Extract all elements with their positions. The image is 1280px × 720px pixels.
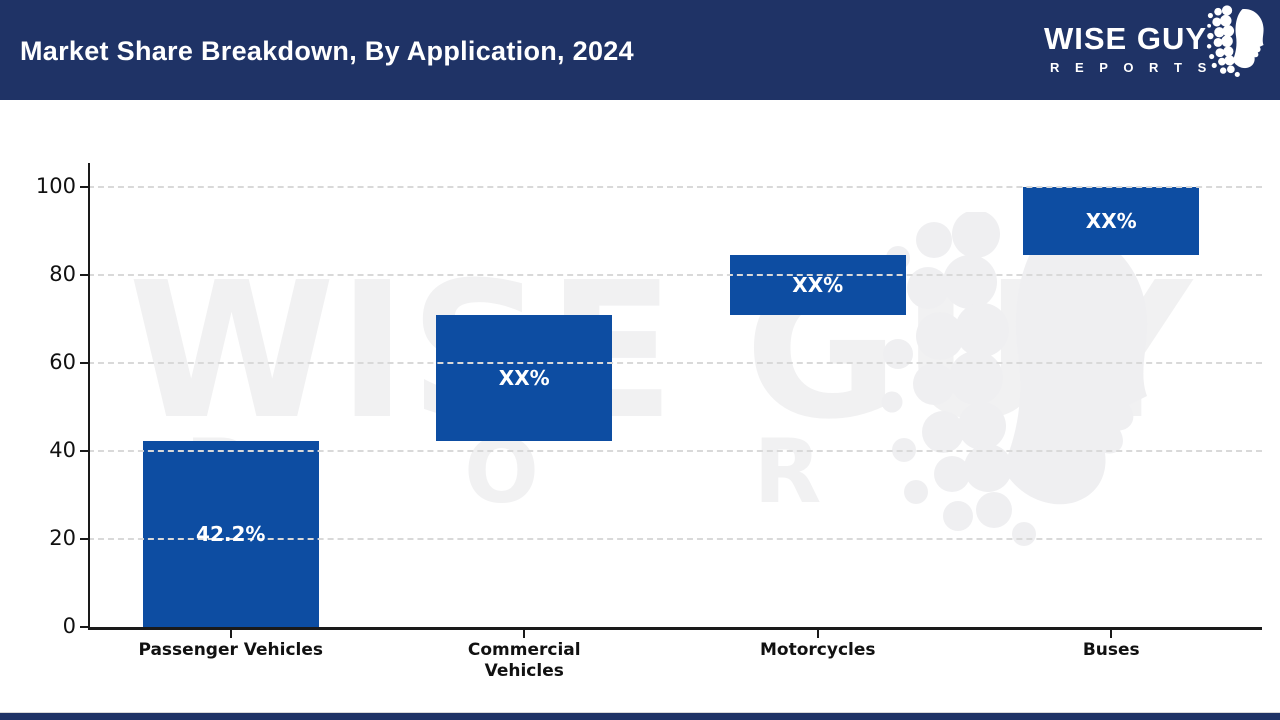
y-axis-tick-label: 0 [62,614,76,638]
y-axis-tick-label: 20 [49,526,76,550]
gridline-y60 [88,362,1262,364]
x-axis-tick [523,630,526,638]
bar-value-label: XX% [1085,209,1137,234]
y-axis-tick [80,274,88,276]
brand-logo-name: WISE GUY [1044,21,1208,56]
x-axis-tick [816,630,819,638]
y-axis-tick [80,362,88,364]
y-axis-tick [80,538,88,540]
y-axis-tick-label: 80 [49,262,76,286]
y-axis-tick [80,450,88,452]
x-axis-tick [1110,630,1113,638]
watermark-text-wiseguy: WISE GUY [128,242,1194,461]
footer-bar [0,712,1280,720]
gridline-y40 [88,450,1262,452]
brand-logo: WISE GUY R E P O R T S [1040,0,1272,100]
y-axis-tick-label: 100 [35,174,76,198]
bar-commercial-vehicles [436,314,613,442]
bar-value-label: 42.2% [196,522,266,547]
brand-head-icon [1206,5,1264,78]
bar-passenger-vehicles [142,441,319,627]
x-axis-label-motorcycles: Motorcycles [760,640,876,660]
y-axis-tick-label: 40 [49,438,76,462]
y-axis-line [88,163,90,627]
bar-value-label: XX% [792,272,844,297]
bar-value-label: XX% [498,365,550,390]
x-axis-label-passenger-vehicles: Passenger Vehicles [138,640,324,660]
gridline-y20 [88,538,1262,540]
bar-motorcycles [729,255,906,315]
header-bar: Market Share Breakdown, By Application, … [0,0,1280,100]
bar-buses [1023,187,1200,256]
y-axis-tick [80,186,88,188]
x-axis-tick [229,630,232,638]
x-axis-label-buses: Buses [1082,640,1140,660]
y-axis-tick-label: 60 [49,350,76,374]
x-axis-line [88,627,1262,630]
gridline-y100 [88,186,1262,188]
y-axis-tick [80,626,88,628]
chart-title: Market Share Breakdown, By Application, … [20,36,634,66]
x-axis-label-commercial-vehicles: Commercial Vehicles [467,640,581,681]
brand-logo-subtitle: R E P O R T S [1050,60,1213,75]
gridline-y80 [88,274,1262,276]
waterfall-chart: 42.2% XX% XX% XX% 0 20 40 60 80 100 Passenger Vehi… [0,100,1280,713]
